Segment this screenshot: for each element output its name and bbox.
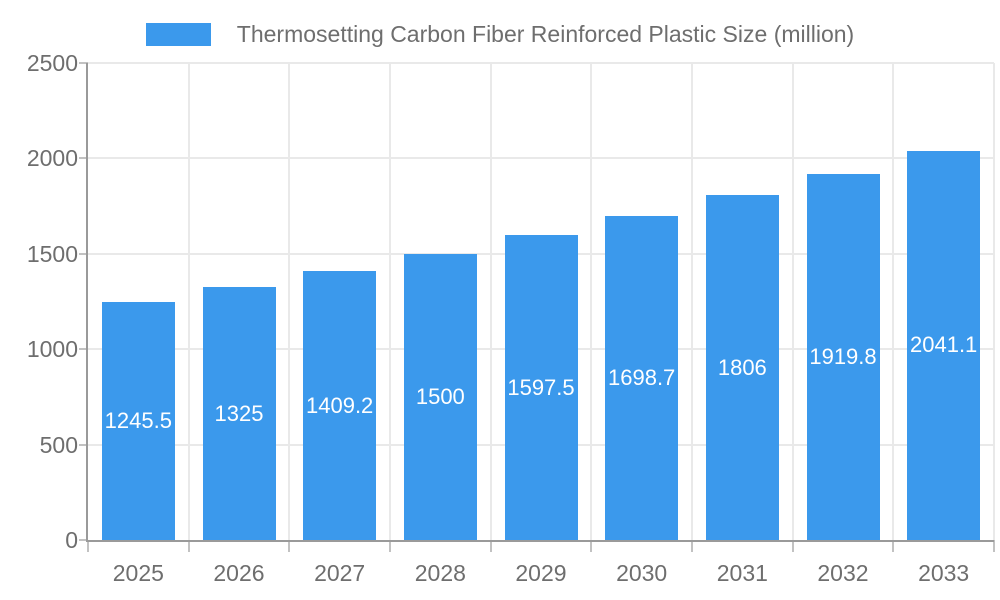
bar[interactable]: 1698.7 — [605, 215, 679, 540]
gridline-vertical — [389, 63, 391, 540]
x-axis-category-label: 2026 — [213, 560, 265, 586]
legend-label: Thermosetting Carbon Fiber Reinforced Pl… — [236, 21, 855, 47]
x-axis-tick — [288, 540, 291, 552]
bar[interactable]: 1500 — [403, 253, 477, 540]
x-axis-category-label: 2031 — [716, 560, 768, 586]
bar[interactable]: 1245.5 — [101, 302, 175, 540]
bar-value-label: 1698.7 — [608, 364, 676, 390]
bar[interactable]: 1919.8 — [806, 173, 880, 540]
y-axis-tick-label: 0 — [65, 527, 78, 553]
y-axis-tick — [79, 157, 88, 160]
x-axis-category-label: 2025 — [112, 560, 164, 586]
x-axis-tick — [791, 540, 794, 552]
y-axis-tick-label: 2500 — [26, 50, 78, 76]
bar[interactable]: 1409.2 — [303, 271, 377, 540]
y-axis-line — [86, 63, 88, 540]
gridline-vertical — [187, 63, 190, 540]
y-axis-tick-label: 1500 — [26, 240, 78, 267]
bar[interactable]: 2041.1 — [907, 150, 981, 540]
y-axis-tick-label: 1000 — [26, 336, 78, 363]
gridline-vertical — [288, 63, 291, 540]
gridline-vertical — [590, 63, 593, 540]
x-axis-category-label: 2033 — [918, 560, 970, 586]
gridline-vertical — [993, 63, 995, 540]
bar-value-label: 1919.8 — [809, 343, 877, 369]
bar-value-label: 1325 — [214, 400, 264, 426]
gridline-vertical — [489, 63, 492, 540]
y-axis-tick-label: 2000 — [26, 145, 78, 172]
y-axis-tick — [79, 443, 88, 446]
gridline-vertical — [691, 63, 693, 540]
bar[interactable]: 1325 — [202, 287, 276, 540]
bar-value-label: 1597.5 — [507, 374, 575, 400]
x-axis-category-label: 2029 — [515, 560, 567, 586]
bar[interactable]: 1597.5 — [504, 235, 578, 540]
gridline-horizontal — [88, 62, 994, 64]
y-axis-tick — [79, 62, 88, 64]
bar[interactable]: 1806 — [705, 195, 779, 540]
bar-value-label: 2041.1 — [910, 332, 978, 358]
x-axis-tick — [187, 540, 190, 552]
y-axis-tick — [79, 252, 88, 255]
x-axis-tick — [489, 540, 492, 552]
x-axis-category-label: 2030 — [616, 560, 668, 586]
x-axis-tick — [389, 540, 391, 552]
x-axis-category-label: 2032 — [817, 560, 869, 586]
gridline-vertical — [892, 63, 895, 540]
x-axis-category-label: 2027 — [314, 560, 366, 586]
x-axis-tick — [892, 540, 895, 552]
x-axis-category-label: 2028 — [414, 560, 466, 586]
x-axis-tick — [993, 540, 995, 552]
y-axis-tick — [79, 348, 88, 351]
gridline-vertical — [791, 63, 794, 540]
x-axis-tick — [87, 540, 89, 552]
y-axis-tick — [79, 539, 88, 541]
x-axis-tick — [590, 540, 593, 552]
legend-swatch-icon — [145, 23, 211, 46]
bar-value-label: 1806 — [717, 354, 767, 380]
bar-value-label: 1409.2 — [306, 392, 374, 418]
x-axis-line — [86, 540, 994, 542]
bar-value-label: 1500 — [415, 383, 465, 409]
bar-value-label: 1245.5 — [104, 408, 172, 434]
gridline-horizontal — [88, 157, 994, 160]
y-axis-tick-label: 500 — [39, 431, 78, 458]
x-axis-tick — [691, 540, 693, 552]
legend-item[interactable]: Thermosetting Carbon Fiber Reinforced Pl… — [0, 21, 1000, 48]
